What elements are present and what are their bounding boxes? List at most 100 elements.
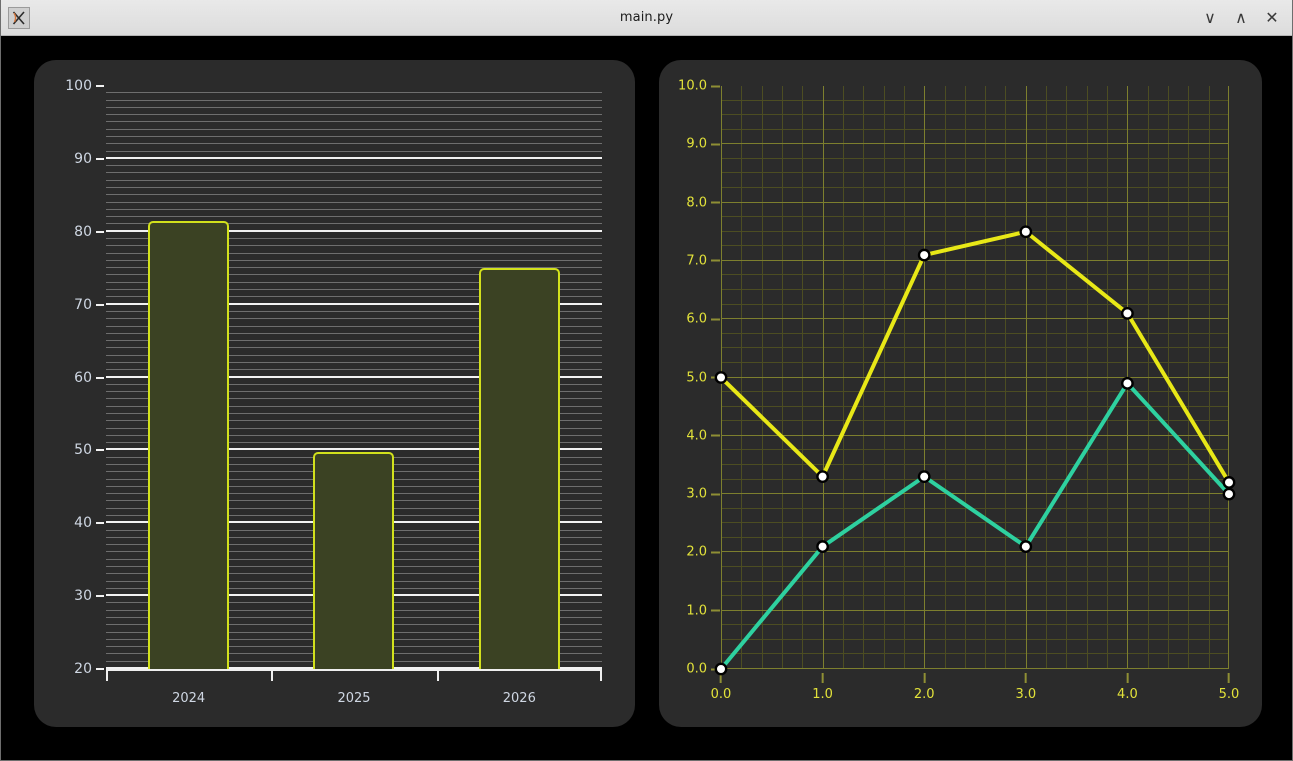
- line-marker-series-teal[interactable]: [1120, 376, 1134, 390]
- bar-minor-gridline: [106, 136, 602, 138]
- line-y-tick-label: 1.0: [686, 603, 707, 619]
- line-y-tick-label: 4.0: [686, 428, 707, 444]
- bar-minor-gridline: [106, 398, 602, 400]
- line-major-gridline-h: [721, 376, 1229, 378]
- bar-y-tick-label: 100: [65, 78, 92, 94]
- bar-y-tick-label: 60: [74, 369, 92, 386]
- bar-chart-plot-area: 20 30 40 50 60 70 80 90 100: [65, 78, 602, 677]
- maximize-button[interactable]: ∧: [1235, 8, 1247, 27]
- bar-minor-gridline: [106, 405, 602, 407]
- line-minor-gridline-h: [721, 347, 1229, 349]
- bar-minor-gridline: [106, 318, 602, 320]
- bar-y-tick-label: 50: [74, 442, 92, 459]
- line-chart-markers: [714, 225, 1236, 676]
- bar-minor-gridline: [106, 238, 602, 240]
- bar-minor-gridline: [106, 369, 602, 371]
- bar-minor-gridline: [106, 296, 602, 298]
- bar-minor-gridline: [106, 172, 602, 174]
- title-bar: main.py ∨ ∧ ✕: [1, 0, 1292, 36]
- line-minor-gridline-v: [1086, 86, 1088, 669]
- line-minor-gridline-h: [721, 99, 1229, 101]
- line-marker-series-yellow[interactable]: [816, 470, 830, 484]
- bar-minor-gridline: [106, 252, 602, 254]
- line-marker-series-yellow[interactable]: [1019, 225, 1033, 239]
- bar-2025[interactable]: [313, 451, 395, 669]
- bar-major-gridline: [106, 302, 602, 305]
- line-marker-series-teal[interactable]: [714, 662, 728, 676]
- line-marker-series-yellow[interactable]: [714, 371, 728, 384]
- line-minor-gridline-v: [1005, 86, 1007, 669]
- line-minor-gridline-v: [842, 86, 844, 669]
- bar-minor-gridline: [106, 201, 602, 203]
- bar-x-tick-mark: [436, 669, 439, 681]
- bar-minor-gridline: [106, 289, 602, 291]
- bar-minor-gridline: [106, 310, 602, 312]
- line-marker-series-teal[interactable]: [816, 540, 830, 553]
- line-minor-gridline-h: [721, 391, 1229, 393]
- bar-2024[interactable]: [148, 220, 230, 669]
- line-minor-gridline-h: [721, 245, 1229, 247]
- line-major-gridline-h: [721, 143, 1229, 145]
- bar-minor-gridline: [106, 340, 602, 342]
- bar-minor-gridline: [106, 92, 602, 94]
- line-major-gridline-h: [721, 668, 1229, 669]
- bar-chart-x-axis: [106, 669, 602, 681]
- minimize-button[interactable]: ∨: [1204, 8, 1216, 27]
- line-chart-series: [721, 86, 1229, 669]
- line-minor-gridline-v: [985, 86, 987, 669]
- line-minor-gridline-h: [721, 405, 1229, 407]
- bar-minor-gridline: [106, 194, 602, 196]
- line-minor-gridline-h: [721, 274, 1229, 276]
- bar-minor-gridline: [106, 391, 602, 393]
- bar-minor-gridline: [106, 150, 602, 152]
- bar-minor-gridline: [106, 274, 602, 276]
- line-minor-gridline-h: [721, 332, 1229, 334]
- line-minor-gridline-v: [903, 86, 905, 669]
- line-minor-gridline-v: [802, 86, 804, 669]
- line-minor-gridline-v: [863, 86, 865, 669]
- line-y-tick-label: 5.0: [686, 370, 707, 385]
- window-title: main.py: [619, 10, 674, 25]
- line-marker-series-teal[interactable]: [1222, 487, 1236, 501]
- bar-y-tick-label: 40: [74, 515, 92, 532]
- line-minor-gridline-v: [781, 86, 783, 669]
- bar-2026[interactable]: [478, 268, 560, 669]
- bar-minor-gridline: [106, 325, 602, 327]
- bar-minor-gridline: [106, 347, 602, 349]
- bar-slot: [437, 86, 602, 669]
- line-minor-gridline-h: [721, 172, 1229, 174]
- close-button[interactable]: ✕: [1265, 8, 1279, 27]
- bar-x-tick-label: 2026: [502, 691, 536, 706]
- line-major-gridline-v: [1228, 86, 1229, 669]
- line-major-gridline-h: [721, 493, 1229, 495]
- line-marker-series-yellow[interactable]: [1120, 306, 1134, 320]
- x11-icon: [8, 6, 30, 29]
- bar-minor-gridline: [106, 281, 602, 283]
- line-minor-gridline-h: [721, 420, 1229, 422]
- bar-minor-gridline: [106, 114, 602, 116]
- line-y-tick-label: 0.0: [686, 661, 707, 677]
- bar-minor-gridline: [106, 121, 602, 123]
- line-minor-gridline-v: [1208, 86, 1210, 669]
- line-major-gridline-v: [1025, 86, 1027, 669]
- line-minor-gridline-v: [1168, 86, 1170, 669]
- line-minor-gridline-h: [721, 638, 1229, 640]
- content-area: 20 30 40 50 60 70 80 90 100 2024 2025 2026 0.0 1.0 2…: [1, 36, 1292, 760]
- line-y-tick-label: 3.0: [686, 486, 707, 502]
- bar-slot: [106, 86, 271, 669]
- bar-minor-gridline: [106, 420, 602, 422]
- line-minor-gridline-h: [721, 580, 1229, 582]
- line-minor-gridline-v: [741, 86, 743, 669]
- line-marker-series-yellow[interactable]: [1222, 476, 1236, 489]
- line-minor-gridline-h: [721, 463, 1229, 465]
- line-marker-series-teal[interactable]: [917, 470, 931, 484]
- line-marker-series-yellow[interactable]: [917, 248, 931, 262]
- line-chart-plot-area: 0.0 1.0 2.0 3.0 4.0 5.0 6.0 7.0 8.0 9.0 10.0 0.0 1.…: [678, 79, 1239, 703]
- bar-minor-gridline: [106, 361, 602, 363]
- line-chart-panel: 0.0 1.0 2.0 3.0 4.0 5.0 6.0 7.0 8.0 9.0 10.0 0.0 1.…: [659, 60, 1262, 727]
- line-major-gridline-h: [721, 259, 1229, 261]
- bar-x-tick-label: 2024: [172, 691, 206, 706]
- bar-major-gridline: [106, 448, 602, 451]
- line-marker-series-teal[interactable]: [1019, 540, 1033, 553]
- bar-minor-gridline: [106, 143, 602, 145]
